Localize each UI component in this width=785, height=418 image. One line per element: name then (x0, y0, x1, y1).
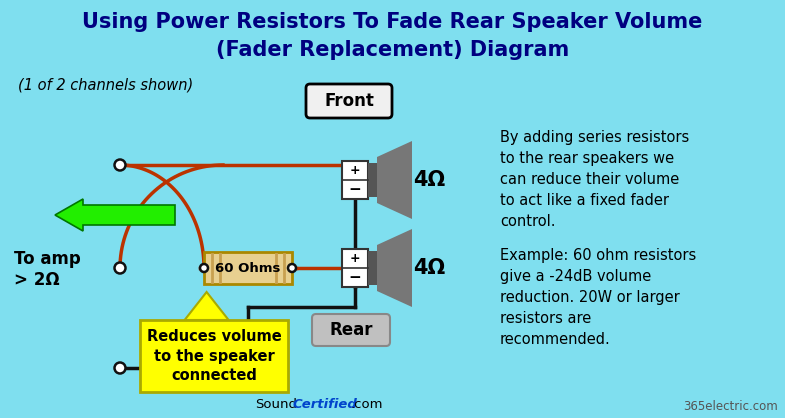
Circle shape (115, 362, 126, 374)
Bar (342, 249, 368, 287)
FancyArrow shape (55, 199, 175, 231)
Text: (1 of 2 channels shown): (1 of 2 channels shown) (18, 78, 193, 93)
Text: −: − (349, 270, 361, 285)
Text: .com: .com (351, 398, 384, 411)
Text: +: + (349, 252, 360, 265)
Text: 60 Ohms: 60 Ohms (215, 262, 281, 275)
Text: −: − (349, 182, 361, 197)
Text: Front: Front (324, 92, 374, 110)
Text: By adding series resistors
to the rear speakers we
can reduce their volume
to ac: By adding series resistors to the rear s… (500, 130, 689, 229)
Text: Rear: Rear (329, 321, 373, 339)
FancyBboxPatch shape (312, 314, 390, 346)
Bar (140, 320, 288, 392)
Circle shape (200, 264, 208, 272)
Text: (Fader Replacement) Diagram: (Fader Replacement) Diagram (216, 40, 569, 60)
Polygon shape (184, 292, 228, 320)
Bar (368, 251, 377, 285)
Text: Certified: Certified (293, 398, 358, 411)
FancyBboxPatch shape (306, 84, 392, 118)
Text: Example: 60 ohm resistors
give a -24dB volume
reduction. 20W or larger
resistors: Example: 60 ohm resistors give a -24dB v… (500, 248, 696, 347)
Polygon shape (377, 229, 412, 307)
Text: Using Power Resistors To Fade Rear Speaker Volume: Using Power Resistors To Fade Rear Speak… (82, 12, 703, 32)
Circle shape (115, 263, 126, 273)
Text: 4Ω: 4Ω (413, 170, 445, 190)
Text: 365electric.com: 365electric.com (683, 400, 778, 413)
Bar (368, 163, 377, 197)
Circle shape (115, 160, 126, 171)
Text: Reduces volume
to the speaker
connected: Reduces volume to the speaker connected (147, 329, 281, 383)
Bar (204, 252, 292, 284)
Text: To amp
> 2Ω: To amp > 2Ω (14, 250, 81, 289)
Text: Sound: Sound (255, 398, 297, 411)
Polygon shape (377, 141, 412, 219)
Circle shape (288, 264, 296, 272)
Bar (342, 161, 368, 199)
Text: +: + (349, 164, 360, 177)
Text: 4Ω: 4Ω (413, 258, 445, 278)
